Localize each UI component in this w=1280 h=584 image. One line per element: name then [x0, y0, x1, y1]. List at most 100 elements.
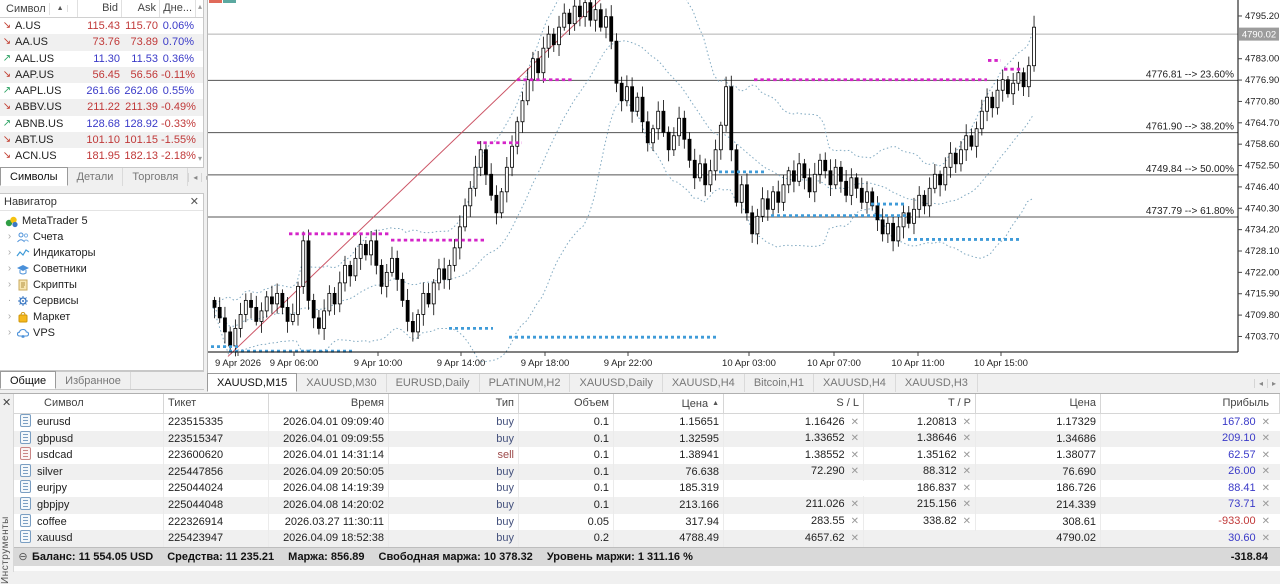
navigator-item-счета[interactable]: › Счета	[4, 229, 203, 245]
market-watch-row[interactable]: ↘ AA.US 73.76 73.89 0.70%	[0, 34, 203, 51]
position-row[interactable]: eurjpy 225044024 2026.04.08 14:19:39 buy 0.1…	[14, 479, 1280, 498]
remove-sl-icon[interactable]: ✕	[850, 449, 859, 461]
chart-tab-xauusd-h4[interactable]: XAUUSD,H4	[663, 374, 745, 392]
positions-column-sym[interactable]: Символ	[14, 394, 164, 413]
position-row[interactable]: silver 225447856 2026.04.09 20:50:05 buy 0.1…	[14, 463, 1280, 481]
collapse-icon[interactable]: ⊖	[18, 551, 28, 563]
navigator-item-индикаторы[interactable]: › Индикаторы	[4, 245, 203, 261]
chart-canvas[interactable]: 4776.81 --> 23.60% 4761.90 --> 38.20% 4749…	[208, 0, 1279, 373]
positions-column-type[interactable]: Тип	[389, 394, 519, 413]
remove-sl-icon[interactable]: ✕	[850, 433, 859, 445]
column-ask[interactable]: Ask	[122, 0, 160, 17]
position-open-price: 213.166	[614, 496, 724, 514]
positions-column-tp[interactable]: T / P	[864, 394, 976, 413]
navigator-item-сервисы[interactable]: · Сервисы	[4, 293, 203, 309]
market-icon	[15, 311, 30, 324]
chart-tab-platinum-h2[interactable]: PLATINUM,H2	[480, 374, 571, 392]
close-position-icon[interactable]: ✕	[1261, 499, 1270, 511]
tab-детали[interactable]: Детали	[68, 168, 124, 186]
navigator-item-советники[interactable]: › Советники	[4, 261, 203, 277]
position-row[interactable]: gbpusd 223515347 2026.04.01 09:09:55 buy 0.1…	[14, 430, 1280, 448]
svg-text:4734.20: 4734.20	[1245, 225, 1279, 236]
tab-избранное[interactable]: Избранное	[56, 372, 131, 389]
positions-column-p2[interactable]: Цена	[976, 394, 1101, 413]
position-row[interactable]: eurusd 223515335 2026.04.01 09:09:40 buy 0.1…	[14, 413, 1280, 432]
positions-column-vol[interactable]: Объем	[519, 394, 614, 413]
positions-column-time[interactable]: Время	[269, 394, 389, 413]
one-click-sell-fragment[interactable]	[209, 0, 222, 3]
scroll-right-icon[interactable]: ▸	[1266, 378, 1280, 388]
close-position-icon[interactable]: ✕	[1261, 516, 1270, 528]
remove-sl-icon[interactable]: ✕	[850, 416, 859, 428]
chart-tab-xauusd-m30[interactable]: XAUUSD,M30	[297, 374, 387, 392]
remove-tp-icon[interactable]: ✕	[962, 516, 971, 528]
scroll-up-icon[interactable]: ▴	[197, 2, 202, 11]
close-position-icon[interactable]: ✕	[1261, 433, 1270, 445]
close-position-icon[interactable]: ✕	[1261, 532, 1270, 544]
close-icon[interactable]: ✕	[189, 196, 199, 208]
chart-tab-xauusd-m15[interactable]: XAUUSD,M15	[207, 373, 298, 392]
market-watch-row[interactable]: ↘ ABT.US 101.10 101.15 -1.55%	[0, 132, 203, 149]
remove-sl-icon[interactable]: ✕	[850, 499, 859, 511]
navigator-root-label: MetaTrader 5	[22, 215, 88, 227]
remove-tp-icon[interactable]: ✕	[962, 449, 971, 461]
market-watch-row[interactable]: ↗ AAL.US 11.30 11.53 0.36%	[0, 51, 203, 67]
remove-sl-icon[interactable]: ✕	[850, 466, 859, 478]
navigator-root[interactable]: MetaTrader 5	[4, 213, 203, 229]
close-toolbox-icon[interactable]: ✕	[2, 397, 12, 409]
scroll-left-icon[interactable]: ◂	[188, 172, 201, 182]
scroll-down-icon[interactable]: ▾	[197, 154, 202, 163]
position-row[interactable]: xauusd 225423947 2026.04.09 18:52:38 buy 0.2…	[14, 529, 1280, 548]
chart-tab-xauusd-h3[interactable]: XAUUSD,H3	[896, 374, 978, 392]
chart-tab-bitcoin-h1[interactable]: Bitcoin,H1	[745, 374, 814, 392]
mt5-logo-icon	[4, 215, 19, 228]
positions-column-ticket[interactable]: Тикет	[164, 394, 269, 413]
positions-column-sl[interactable]: S / L	[724, 394, 864, 413]
tab-общие[interactable]: Общие	[0, 371, 57, 389]
positions-column-profit[interactable]: Прибыль	[1101, 394, 1280, 413]
close-position-icon[interactable]: ✕	[1261, 449, 1270, 461]
position-symbol: silver	[14, 463, 164, 481]
close-position-icon[interactable]: ✕	[1261, 466, 1270, 478]
remove-tp-icon[interactable]: ✕	[962, 482, 971, 494]
remove-tp-icon[interactable]: ✕	[962, 433, 971, 445]
profit-value: 209.10	[1221, 432, 1256, 445]
position-row[interactable]: gbpjpy 225044048 2026.04.08 14:20:02 buy 0.1…	[14, 496, 1280, 515]
market-watch-header[interactable]: Символ ▲ Bid Ask Дне...	[0, 0, 203, 18]
remove-tp-icon[interactable]: ✕	[962, 416, 971, 428]
navigator-item-vps[interactable]: › VPS	[4, 325, 203, 341]
chart-tab-xauusd-h4[interactable]: XAUUSD,H4	[814, 374, 896, 392]
market-watch-row[interactable]: ↗ AAPL.US 261.66 262.06 0.55%	[0, 83, 203, 99]
chart-tab-xauusd-daily[interactable]: XAUUSD,Daily	[570, 374, 663, 392]
tab-символы[interactable]: Символы	[0, 167, 68, 186]
navigator-item-маркет[interactable]: › Маркет	[4, 309, 203, 325]
price-chart[interactable]: 4776.81 --> 23.60% 4761.90 --> 38.20% 4749…	[207, 0, 1280, 373]
svg-text:10 Apr 03:00: 10 Apr 03:00	[722, 358, 776, 369]
position-row[interactable]: usdcad 223600620 2026.04.01 14:31:14 sell 0.…	[14, 446, 1280, 465]
chart-tab-eurusd-daily[interactable]: EURUSD,Daily	[387, 374, 480, 392]
market-watch-row[interactable]: ↘ AAP.US 56.45 56.56 -0.11%	[0, 66, 203, 84]
remove-sl-icon[interactable]: ✕	[850, 532, 859, 544]
remove-tp-icon[interactable]: ✕	[962, 499, 971, 511]
remove-sl-icon[interactable]: ✕	[850, 516, 859, 528]
position-row[interactable]: coffee 222326914 2026.03.27 11:30:11 buy 0.0…	[14, 513, 1280, 531]
one-click-buy-fragment[interactable]	[223, 0, 236, 3]
market-watch-row[interactable]: ↗ ABNB.US 128.68 128.92 -0.33%	[0, 116, 203, 132]
market-watch-row[interactable]: ↘ A.US 115.43 115.70 0.06%	[0, 18, 203, 34]
market-watch-row[interactable]: ↘ ABBV.US 211.22 211.39 -0.49%	[0, 99, 203, 116]
toolbox-vertical-tab[interactable]: Инструменты	[0, 516, 11, 584]
scripts-icon	[15, 279, 30, 292]
remove-tp-icon[interactable]: ✕	[962, 466, 971, 478]
market-watch-row[interactable]: ↘ ACN.US 181.95 182.13 -2.18%	[0, 148, 203, 164]
tab-торговля[interactable]: Торговля	[123, 168, 189, 186]
column-symbol[interactable]: Символ ▲	[0, 0, 78, 17]
close-position-icon[interactable]: ✕	[1261, 482, 1270, 494]
close-position-icon[interactable]: ✕	[1261, 416, 1270, 428]
navigator-item-скрипты[interactable]: › Скрипты	[4, 277, 203, 293]
column-bid[interactable]: Bid	[78, 0, 122, 17]
positions-column-p1[interactable]: Цена ▲	[614, 393, 724, 414]
column-daily[interactable]: Дне...	[160, 0, 196, 17]
scroll-left-icon[interactable]: ◂	[1253, 378, 1267, 388]
profit-value: -933.00	[1218, 515, 1256, 528]
